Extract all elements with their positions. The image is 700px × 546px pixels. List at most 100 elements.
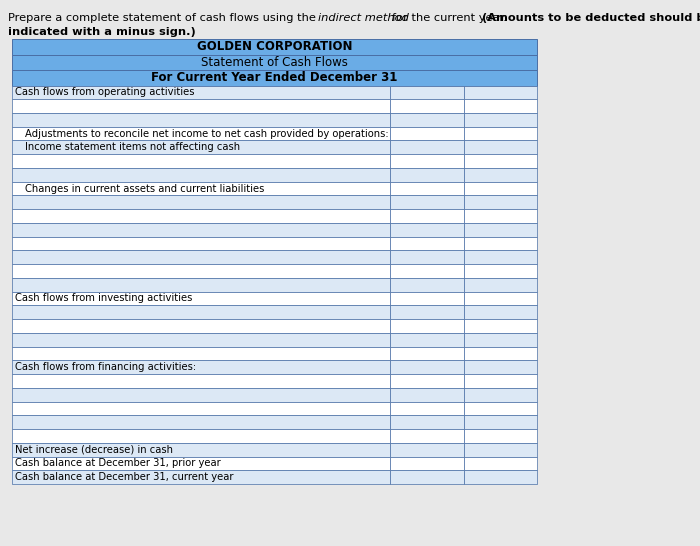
- Bar: [390, 236, 464, 251]
- Text: Cash flows from financing activities:: Cash flows from financing activities:: [15, 362, 196, 372]
- Text: GOLDEN CORPORATION: GOLDEN CORPORATION: [197, 40, 352, 54]
- Bar: [12, 55, 537, 70]
- Bar: [12, 39, 537, 55]
- Bar: [12, 236, 390, 251]
- Text: Cash balance at December 31, current year: Cash balance at December 31, current yea…: [15, 472, 234, 482]
- Bar: [464, 154, 537, 168]
- Bar: [464, 127, 537, 140]
- Bar: [12, 401, 390, 416]
- Bar: [464, 99, 537, 113]
- Bar: [390, 251, 464, 264]
- Bar: [12, 278, 390, 292]
- Bar: [390, 416, 464, 429]
- Bar: [464, 443, 537, 456]
- Text: Income statement items not affecting cash: Income statement items not affecting cas…: [25, 143, 240, 152]
- Bar: [12, 113, 390, 127]
- Bar: [12, 443, 390, 456]
- Text: Cash flows from operating activities: Cash flows from operating activities: [15, 87, 195, 97]
- Bar: [390, 264, 464, 278]
- Bar: [464, 374, 537, 388]
- Bar: [390, 305, 464, 319]
- Text: indicated with a minus sign.): indicated with a minus sign.): [8, 27, 196, 37]
- Bar: [464, 209, 537, 223]
- Bar: [390, 456, 464, 470]
- Bar: [464, 401, 537, 416]
- Bar: [12, 347, 390, 360]
- Bar: [12, 195, 390, 209]
- Bar: [390, 209, 464, 223]
- Bar: [390, 154, 464, 168]
- Bar: [12, 264, 390, 278]
- Bar: [12, 360, 390, 374]
- Bar: [12, 140, 390, 154]
- Bar: [464, 182, 537, 195]
- Bar: [464, 305, 537, 319]
- Bar: [390, 347, 464, 360]
- Bar: [390, 429, 464, 443]
- Bar: [12, 86, 390, 99]
- Bar: [464, 292, 537, 305]
- Bar: [390, 292, 464, 305]
- Bar: [12, 456, 390, 470]
- Bar: [464, 333, 537, 347]
- Bar: [12, 292, 390, 305]
- Bar: [464, 264, 537, 278]
- Bar: [390, 470, 464, 484]
- Bar: [464, 113, 537, 127]
- Bar: [12, 223, 390, 236]
- Bar: [390, 401, 464, 416]
- Bar: [390, 113, 464, 127]
- Text: For Current Year Ended December 31: For Current Year Ended December 31: [151, 71, 398, 84]
- Bar: [464, 416, 537, 429]
- Bar: [390, 388, 464, 401]
- Bar: [390, 127, 464, 140]
- Bar: [464, 347, 537, 360]
- Bar: [12, 127, 390, 140]
- Bar: [464, 429, 537, 443]
- Bar: [12, 319, 390, 333]
- Text: Adjustments to reconcile net income to net cash provided by operations:: Adjustments to reconcile net income to n…: [25, 129, 388, 139]
- Bar: [12, 251, 390, 264]
- Bar: [12, 416, 390, 429]
- Bar: [12, 182, 390, 195]
- Bar: [390, 99, 464, 113]
- Bar: [12, 209, 390, 223]
- Bar: [464, 388, 537, 401]
- Bar: [12, 333, 390, 347]
- Text: Cash flows from investing activities: Cash flows from investing activities: [15, 294, 192, 304]
- Bar: [464, 195, 537, 209]
- Bar: [464, 278, 537, 292]
- Bar: [390, 182, 464, 195]
- Bar: [390, 360, 464, 374]
- Text: Cash balance at December 31, prior year: Cash balance at December 31, prior year: [15, 459, 220, 468]
- Text: Net increase (decrease) in cash: Net increase (decrease) in cash: [15, 444, 173, 455]
- Bar: [464, 86, 537, 99]
- Bar: [464, 140, 537, 154]
- Bar: [390, 319, 464, 333]
- Bar: [390, 223, 464, 236]
- Bar: [464, 168, 537, 182]
- Bar: [464, 223, 537, 236]
- Text: Prepare a complete statement of cash flows using the: Prepare a complete statement of cash flo…: [8, 13, 319, 23]
- Bar: [12, 70, 537, 86]
- Bar: [12, 168, 390, 182]
- Bar: [390, 168, 464, 182]
- Bar: [12, 305, 390, 319]
- Bar: [12, 429, 390, 443]
- Bar: [464, 360, 537, 374]
- Bar: [390, 333, 464, 347]
- Bar: [464, 470, 537, 484]
- Bar: [390, 374, 464, 388]
- Bar: [12, 374, 390, 388]
- Text: Changes in current assets and current liabilities: Changes in current assets and current li…: [25, 183, 265, 194]
- Text: indirect method: indirect method: [318, 13, 409, 23]
- Bar: [464, 456, 537, 470]
- Bar: [390, 86, 464, 99]
- Text: (Amounts to be deducted should be: (Amounts to be deducted should be: [482, 13, 700, 23]
- Bar: [390, 278, 464, 292]
- Bar: [464, 319, 537, 333]
- Bar: [390, 140, 464, 154]
- Bar: [12, 99, 390, 113]
- Bar: [390, 195, 464, 209]
- Text: Statement of Cash Flows: Statement of Cash Flows: [201, 56, 348, 69]
